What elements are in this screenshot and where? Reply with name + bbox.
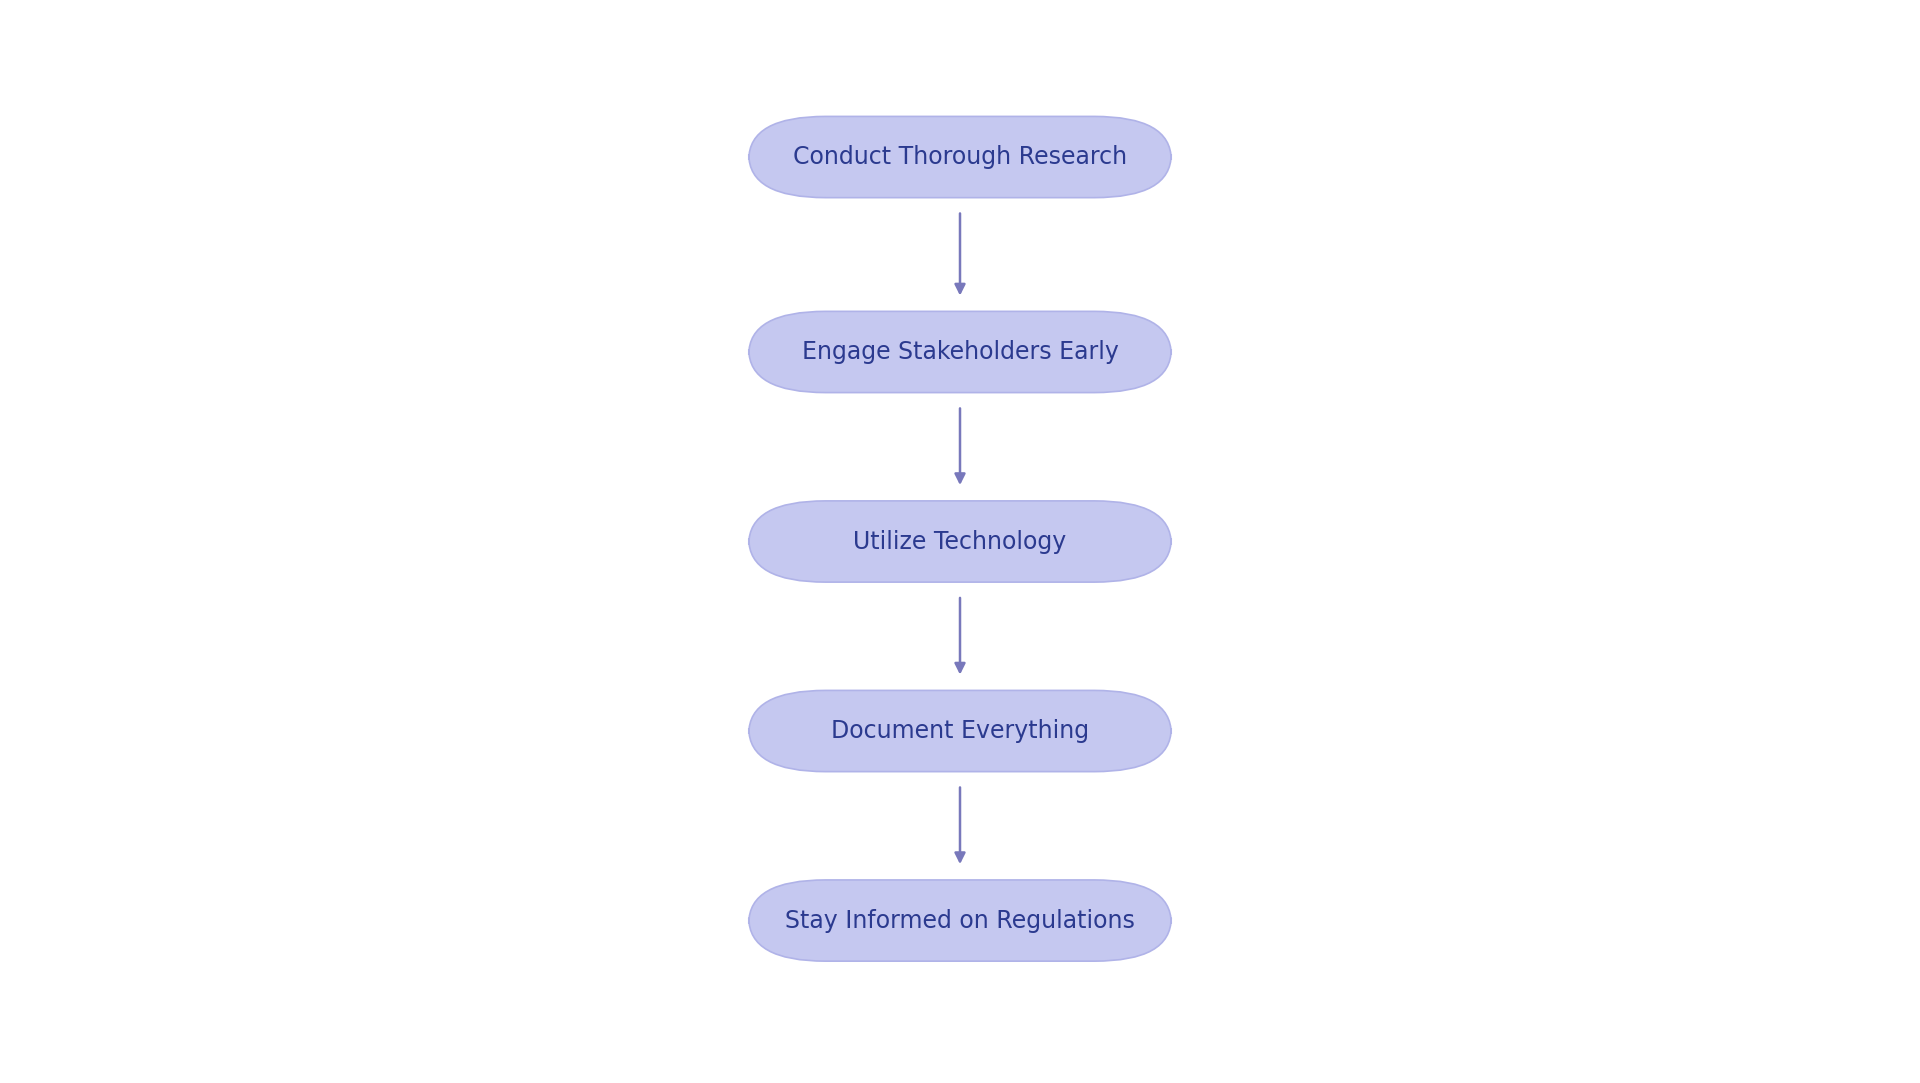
FancyBboxPatch shape [749,879,1171,962]
Text: Utilize Technology: Utilize Technology [852,530,1068,553]
FancyBboxPatch shape [749,117,1171,198]
Text: Document Everything: Document Everything [831,719,1089,743]
Text: Engage Stakeholders Early: Engage Stakeholders Early [801,340,1119,364]
Text: Conduct Thorough Research: Conduct Thorough Research [793,145,1127,169]
FancyBboxPatch shape [749,500,1171,582]
Text: Stay Informed on Regulations: Stay Informed on Regulations [785,909,1135,932]
FancyBboxPatch shape [749,312,1171,393]
FancyBboxPatch shape [749,691,1171,771]
